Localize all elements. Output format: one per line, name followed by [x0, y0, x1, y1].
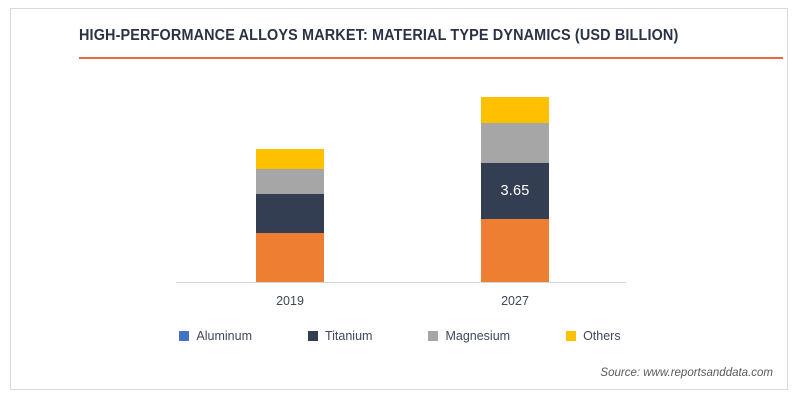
legend-item-magnesium[interactable]: Magnesium	[428, 329, 510, 343]
bar-label-2027-titanium: 3.65	[500, 183, 530, 199]
bar-segment-2027-others[interactable]	[481, 97, 549, 123]
bar-segment-2027-aluminum[interactable]	[481, 219, 549, 282]
bar-segment-2027-magnesium[interactable]	[481, 123, 549, 163]
chart-title: HIGH-PERFORMANCE ALLOYS MARKET: MATERIAL…	[79, 27, 679, 44]
bar-stack-2019[interactable]	[256, 149, 324, 282]
legend-swatch-aluminum-icon	[179, 331, 190, 341]
chart-card: HIGH-PERFORMANCE ALLOYS MARKET: MATERIAL…	[10, 8, 788, 390]
plot-area: 3.65 2019 2027 Aluminum Titanium Magnesi…	[11, 9, 789, 391]
legend-label-others: Others	[583, 329, 621, 343]
bar-segment-2027-titanium[interactable]: 3.65	[481, 163, 549, 219]
bar-segment-2019-magnesium[interactable]	[256, 169, 324, 194]
legend-item-others[interactable]: Others	[566, 329, 621, 343]
bar-stack-2027[interactable]: 3.65	[481, 97, 549, 282]
axis-label-2019: 2019	[276, 294, 304, 308]
chart-legend: Aluminum Titanium Magnesium Others	[11, 329, 789, 343]
legend-swatch-others-icon	[566, 331, 577, 341]
legend-item-aluminum[interactable]: Aluminum	[179, 329, 252, 343]
title-divider-rule	[79, 57, 783, 59]
legend-item-titanium[interactable]: Titanium	[307, 329, 373, 343]
axis-label-2027: 2027	[501, 294, 529, 308]
legend-swatch-titanium-icon	[307, 331, 318, 341]
bar-segment-2019-aluminum[interactable]	[256, 233, 324, 282]
legend-label-magnesium: Magnesium	[445, 329, 511, 343]
legend-swatch-magnesium-icon	[428, 331, 439, 341]
category-axis-line	[176, 282, 626, 283]
legend-label-aluminum: Aluminum	[196, 329, 252, 343]
source-attribution: Source: www.reportsanddata.com	[600, 367, 773, 379]
legend-label-titanium: Titanium	[324, 329, 373, 343]
bar-segment-2019-titanium[interactable]	[256, 194, 324, 233]
bar-segment-2019-others[interactable]	[256, 149, 324, 169]
